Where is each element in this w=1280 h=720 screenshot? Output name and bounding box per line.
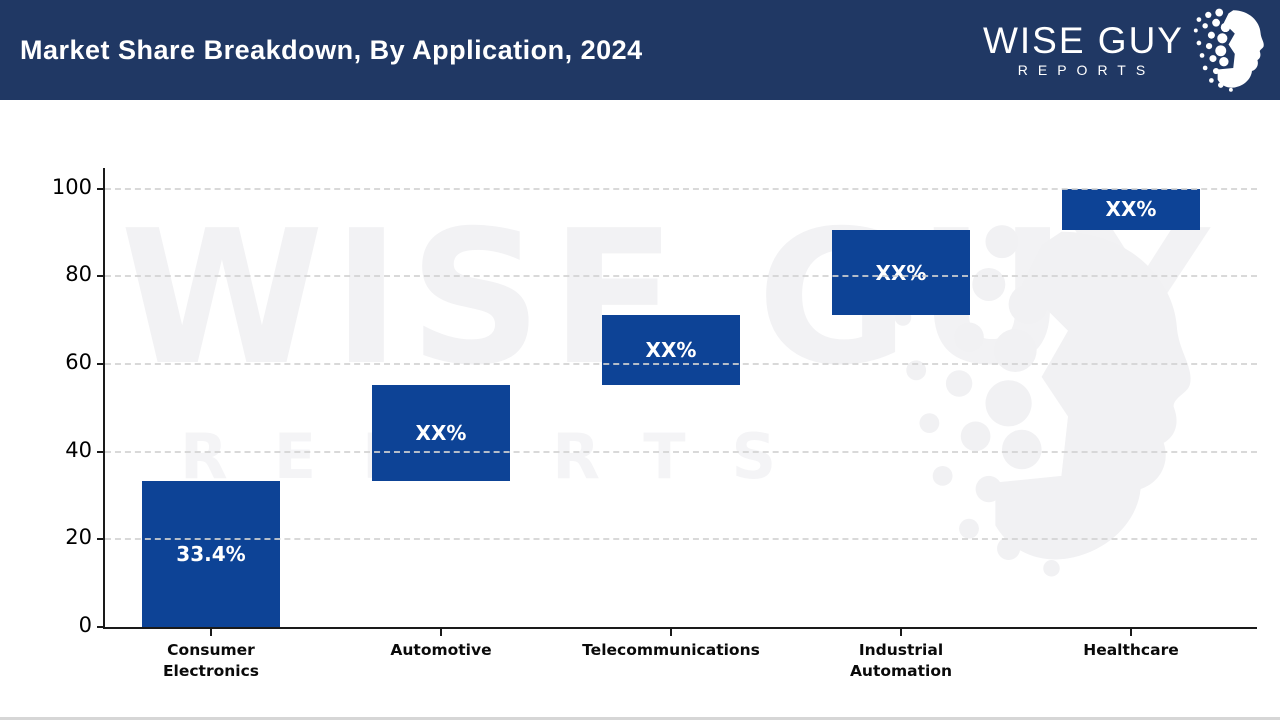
bar-telecommunications: XX%: [602, 315, 740, 386]
y-axis-tick: [97, 450, 105, 453]
bar-value-label: XX%: [645, 338, 697, 363]
bar-automotive: XX%: [372, 385, 510, 481]
x-axis-tick: [1130, 628, 1132, 636]
x-axis-category-label: Telecommunications: [582, 641, 760, 659]
bar-industrial-automation: XX%: [832, 229, 970, 316]
x-axis-tick: [210, 628, 212, 636]
y-axis-tick: [97, 275, 105, 278]
y-axis-tick-label: 40: [65, 437, 92, 462]
chart-area: WISE GUY REPORTS 02040608010033.4%Consum…: [0, 100, 1280, 720]
wiseguy-logo-line2: REPORTS: [1017, 62, 1156, 78]
bar-consumer-electronics: 33.4%: [142, 480, 280, 627]
x-axis-tick: [900, 628, 902, 636]
y-axis-tick-label: 20: [65, 525, 92, 550]
y-axis-tick: [97, 363, 105, 366]
gridline-20: [105, 538, 1257, 541]
y-axis-tick-label: 60: [65, 350, 92, 375]
bar-value-label: XX%: [415, 420, 467, 445]
y-axis-tick-label: 100: [51, 174, 92, 199]
gridline-60: [105, 363, 1257, 366]
gridline-40: [105, 450, 1257, 453]
x-axis-line: [103, 627, 1257, 629]
bar-healthcare: XX%: [1062, 188, 1200, 230]
gridline-80: [105, 275, 1257, 278]
x-axis-tick: [440, 628, 442, 636]
y-axis-line: [103, 168, 105, 629]
y-axis-tick-label: 0: [78, 613, 92, 637]
bar-value-label: 33.4%: [176, 541, 246, 566]
y-axis-tick: [97, 187, 105, 190]
y-axis-tick-label: 80: [65, 262, 92, 287]
figure-bottom-edge: [0, 717, 1280, 720]
wiseguy-logo-text: WISE GUY REPORTS: [983, 22, 1184, 78]
x-axis-category-label: Consumer Electronics: [162, 641, 260, 680]
bar-value-label: XX%: [875, 260, 927, 285]
x-axis-tick: [670, 628, 672, 636]
wiseguy-logo: WISE GUY REPORTS: [983, 7, 1266, 93]
gridline-100: [105, 187, 1257, 190]
dotted-face-profile-icon: [1193, 8, 1264, 92]
y-axis-tick: [97, 626, 105, 628]
header-bar: Market Share Breakdown, By Application, …: [0, 0, 1280, 100]
bar-value-label: XX%: [1105, 197, 1157, 222]
chart-title: Market Share Breakdown, By Application, …: [20, 34, 643, 65]
x-axis-category-label: Healthcare: [1083, 641, 1179, 659]
x-axis-category-label: Automotive: [390, 641, 492, 659]
wiseguy-logo-line1: WISE GUY: [982, 20, 1184, 61]
x-axis-category-label: Industrial Automation: [849, 641, 953, 680]
y-axis-tick: [97, 538, 105, 541]
